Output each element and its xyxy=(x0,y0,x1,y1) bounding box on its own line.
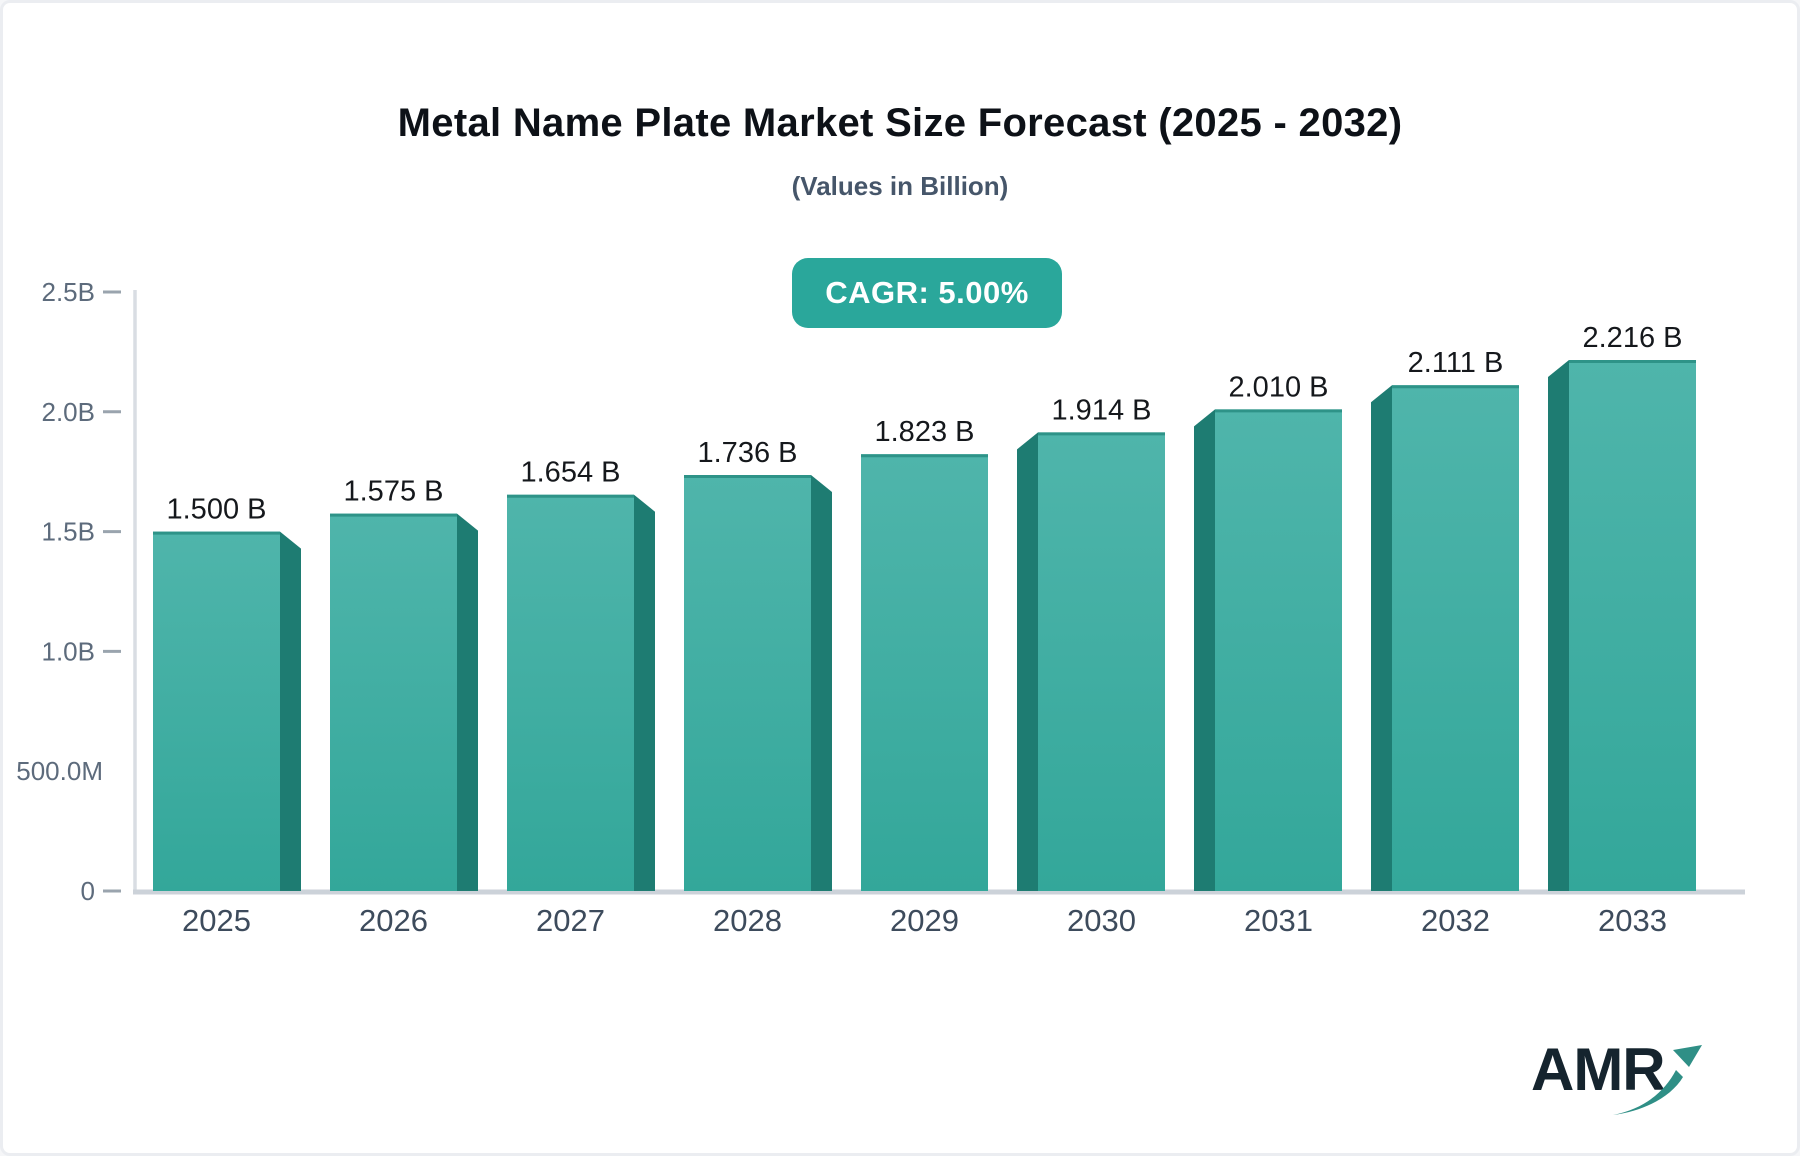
bar-value-label: 2.010 B xyxy=(1229,371,1329,403)
amr-logo: AMR xyxy=(1531,1035,1741,1130)
x-axis-label: 2032 xyxy=(1421,903,1490,938)
y-axis-label: 2.0B xyxy=(42,397,96,427)
y-axis-label: 1.5B xyxy=(42,517,96,547)
bar-2033[interactable] xyxy=(1569,360,1696,891)
y-axis-label: 1.0B xyxy=(42,636,96,666)
bar-value-label: 1.654 B xyxy=(521,457,621,489)
bar-2031[interactable] xyxy=(1215,409,1342,891)
bar-value-label: 1.575 B xyxy=(344,476,444,508)
bar-side-face xyxy=(811,475,832,891)
bar-value-label: 1.914 B xyxy=(1052,394,1152,426)
y-axis-label: 0 xyxy=(81,876,95,906)
bar-value-label: 1.736 B xyxy=(698,437,798,469)
x-axis-label: 2027 xyxy=(536,903,605,938)
bar-2032[interactable] xyxy=(1392,385,1519,891)
growth-arrow-icon xyxy=(1613,1045,1702,1115)
x-axis-label: 2026 xyxy=(359,903,428,938)
bar-value-label: 1.823 B xyxy=(875,416,975,448)
cagr-badge: CAGR: 5.00% xyxy=(792,258,1062,328)
x-axis-label: 2030 xyxy=(1067,903,1136,938)
y-axis-label: 500.0M xyxy=(16,756,103,786)
bar-side-face xyxy=(280,531,301,891)
x-axis-label: 2028 xyxy=(713,903,782,938)
bar-2028[interactable] xyxy=(684,475,811,891)
bar-side-face xyxy=(1371,385,1392,891)
x-axis-label: 2029 xyxy=(890,903,959,938)
x-axis-label: 2033 xyxy=(1598,903,1667,938)
x-axis-label: 2031 xyxy=(1244,903,1313,938)
bar-2030[interactable] xyxy=(1038,432,1165,891)
amr-logo-text: AMR xyxy=(1531,1036,1666,1103)
x-axis-label: 2025 xyxy=(182,903,251,938)
bar-side-face xyxy=(1194,409,1215,891)
bar-side-face xyxy=(1017,432,1038,891)
page-title: Metal Name Plate Market Size Forecast (2… xyxy=(397,101,1403,145)
bar-side-face xyxy=(634,494,655,891)
cagr-badge-label: CAGR: 5.00% xyxy=(825,275,1029,310)
bar-value-label: 2.216 B xyxy=(1583,322,1683,354)
chart-subtitle: (Values in Billion) xyxy=(791,171,1009,201)
bar-2025[interactable] xyxy=(153,531,280,891)
bar-value-label: 2.111 B xyxy=(1408,347,1504,379)
bar-2027[interactable] xyxy=(507,494,634,891)
bar-side-face xyxy=(1548,360,1569,891)
bar-2026[interactable] xyxy=(330,513,457,891)
y-axis-label: 2.5B xyxy=(42,277,96,307)
bar-chart: 0 500.0M 1.0B 1.5B 2.0B 2.5B 1.500 B 2025 1.575 … xyxy=(16,277,1745,938)
bar-value-label: 1.500 B xyxy=(167,494,267,526)
bar-side-face xyxy=(457,513,478,891)
bar-2029[interactable] xyxy=(861,454,988,891)
